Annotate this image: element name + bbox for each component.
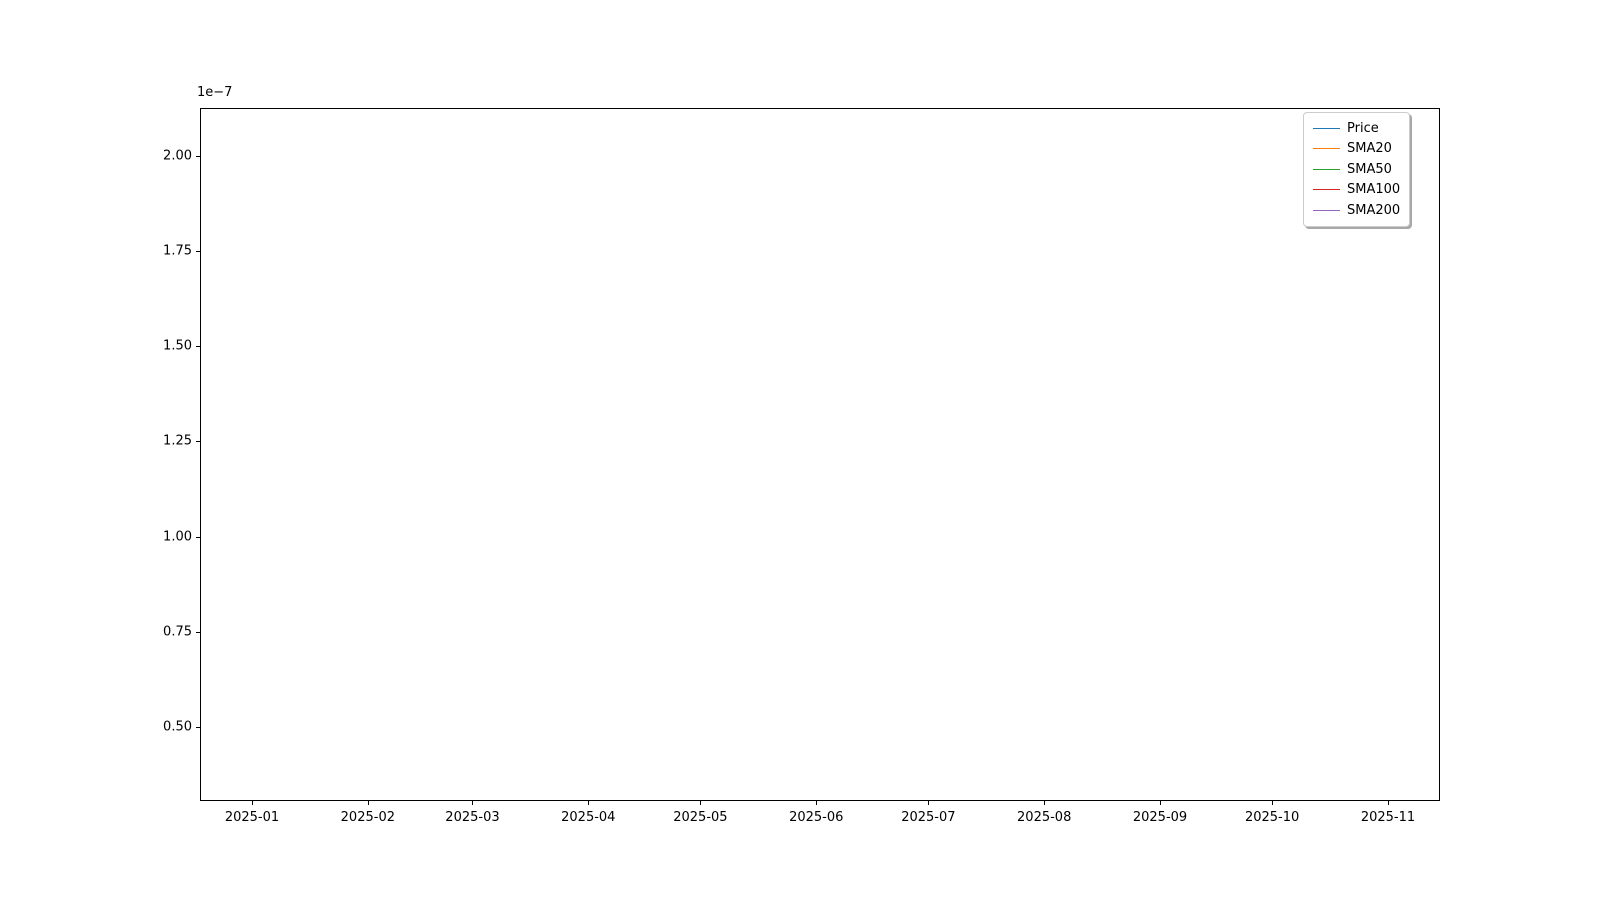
y-tick-mark <box>196 251 200 252</box>
legend-item-sma200: SMA200 <box>1313 200 1400 221</box>
x-tick-mark <box>1160 801 1162 805</box>
x-tick-mark <box>928 801 930 805</box>
legend-line-sample-price <box>1313 127 1340 129</box>
x-tick-label: 2025-07 <box>901 810 956 825</box>
y-tick-mark <box>196 536 200 538</box>
x-tick-mark <box>700 801 702 805</box>
legend-line-sample-sma200 <box>1313 209 1340 211</box>
legend: Price SMA20 SMA50 SMA100 SMA200 <box>1303 112 1411 227</box>
x-tick-label: 2025-05 <box>673 810 728 825</box>
legend-label: SMA50 <box>1347 161 1392 177</box>
x-tick-mark <box>252 801 253 805</box>
y-tick-mark <box>196 631 200 633</box>
x-tick-label: 2025-06 <box>789 810 844 825</box>
y-tick-label: 2.00 <box>163 148 192 164</box>
x-tick-mark <box>816 801 818 805</box>
legend-label: SMA20 <box>1347 141 1392 157</box>
x-tick-mark <box>472 801 474 805</box>
x-tick-label: 2025-11 <box>1360 810 1416 825</box>
legend-label: SMA200 <box>1347 202 1401 218</box>
x-tick-mark <box>1387 801 1389 805</box>
y-tick-label: 1.75 <box>163 243 192 259</box>
y-tick-label: 1.50 <box>163 338 192 354</box>
x-tick-label: 2025-01 <box>224 810 280 825</box>
legend-line-sample-sma100 <box>1313 189 1340 191</box>
x-tick-mark <box>1044 801 1046 805</box>
x-tick-mark <box>1272 801 1274 805</box>
legend-item-sma50: SMA50 <box>1313 159 1400 180</box>
y-tick-mark <box>196 155 200 157</box>
y-tick-label: 0.75 <box>163 624 192 640</box>
y-tick-mark <box>196 727 200 728</box>
y-tick-mark <box>196 441 200 443</box>
legend-item-sma20: SMA20 <box>1313 139 1400 160</box>
x-tick-label: 2025-04 <box>561 810 616 825</box>
x-tick-label: 2025-03 <box>445 810 500 825</box>
legend-item-sma100: SMA100 <box>1313 180 1400 201</box>
y-axis-offset-label: 1e−7 <box>197 85 233 100</box>
x-tick-mark <box>367 801 369 805</box>
x-tick-mark <box>588 801 590 805</box>
y-tick-mark <box>196 346 200 348</box>
legend-label: Price <box>1347 120 1379 136</box>
legend-line-sample-sma50 <box>1313 168 1340 170</box>
x-tick-label: 2025-10 <box>1244 810 1300 825</box>
y-tick-label: 1.00 <box>163 529 192 545</box>
x-tick-label: 2025-08 <box>1017 810 1072 825</box>
plot-area <box>200 108 1440 801</box>
x-tick-label: 2025-02 <box>340 810 395 825</box>
legend-line-sample-sma20 <box>1313 148 1340 150</box>
x-tick-label: 2025-09 <box>1132 810 1188 825</box>
y-tick-label: 0.50 <box>163 719 192 735</box>
legend-label: SMA100 <box>1347 182 1401 198</box>
legend-item-price: Price <box>1313 118 1400 139</box>
y-tick-label: 1.25 <box>163 433 192 449</box>
